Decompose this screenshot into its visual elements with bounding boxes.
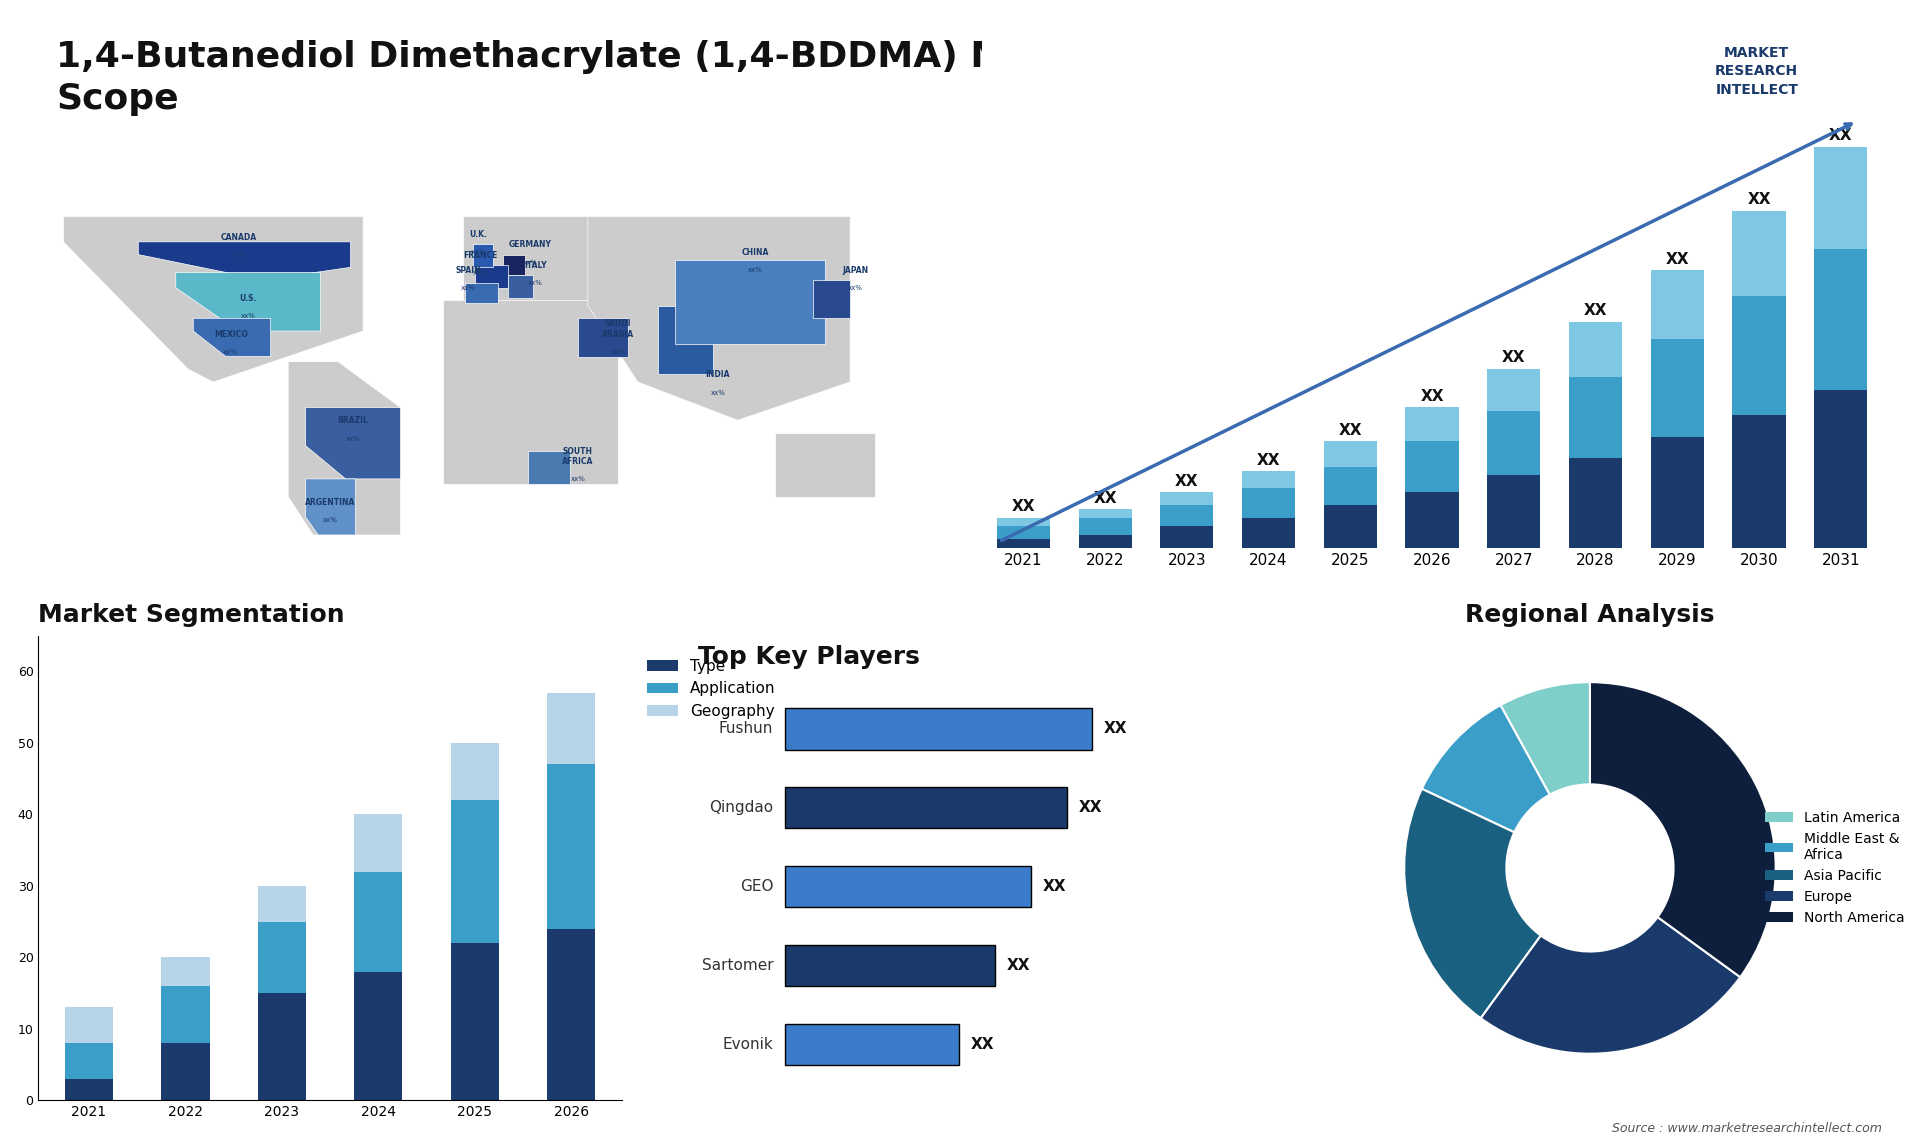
Text: Top Key Players: Top Key Players (697, 645, 920, 669)
Text: Market Segmentation: Market Segmentation (38, 603, 346, 627)
Bar (257, 921, 305, 992)
Bar (1651, 270, 1703, 339)
Text: XX: XX (1175, 473, 1198, 489)
Bar (1732, 211, 1786, 296)
Bar (1323, 505, 1377, 548)
Bar (257, 886, 305, 921)
Wedge shape (1590, 682, 1776, 978)
Text: XX: XX (1501, 351, 1526, 366)
Bar (1079, 535, 1131, 548)
Text: XX: XX (1043, 879, 1066, 894)
Text: 1,4-Butanediol Dimethacrylate (1,4-BDDMA) Market Size and
Scope: 1,4-Butanediol Dimethacrylate (1,4-BDDMA… (56, 39, 1300, 116)
Bar (65, 1043, 113, 1078)
Bar (1651, 437, 1703, 548)
Bar (1569, 322, 1622, 377)
Bar (1079, 509, 1131, 518)
Bar (1488, 369, 1540, 411)
Text: XX: XX (1079, 800, 1102, 815)
Text: XX: XX (1092, 490, 1117, 505)
Bar (547, 693, 595, 764)
FancyBboxPatch shape (785, 786, 1068, 829)
Bar (1160, 505, 1213, 526)
Text: MARKET
RESEARCH
INTELLECT: MARKET RESEARCH INTELLECT (1715, 46, 1799, 96)
Text: Qingdao: Qingdao (708, 800, 774, 815)
Bar (353, 871, 403, 972)
Bar (1242, 518, 1296, 548)
Bar (1079, 518, 1131, 535)
Bar (161, 1043, 209, 1100)
Bar (1814, 249, 1868, 390)
Text: XX: XX (1830, 128, 1853, 143)
Bar (1814, 147, 1868, 249)
Bar (353, 815, 403, 871)
Bar (1323, 441, 1377, 466)
Bar (257, 992, 305, 1100)
FancyBboxPatch shape (785, 1023, 958, 1066)
Text: Source : www.marketresearchintellect.com: Source : www.marketresearchintellect.com (1611, 1122, 1882, 1135)
Bar (996, 526, 1050, 539)
Text: XX: XX (1747, 193, 1770, 207)
Bar (547, 764, 595, 928)
FancyBboxPatch shape (785, 865, 1031, 908)
Text: XX: XX (1421, 388, 1444, 403)
Wedge shape (1404, 788, 1542, 1019)
Bar (1405, 493, 1459, 548)
Bar (451, 800, 499, 943)
Bar (1569, 377, 1622, 458)
Bar (1569, 458, 1622, 548)
Bar (1160, 526, 1213, 548)
Bar (547, 928, 595, 1100)
Title: Regional Analysis: Regional Analysis (1465, 603, 1715, 627)
Text: XX: XX (1258, 453, 1281, 468)
Text: XX: XX (1104, 721, 1127, 736)
Text: Sartomer: Sartomer (701, 958, 774, 973)
Bar (451, 743, 499, 800)
Bar (65, 1007, 113, 1043)
Bar (1242, 471, 1296, 488)
Legend: Latin America, Middle East &
Africa, Asia Pacific, Europe, North America: Latin America, Middle East & Africa, Asi… (1759, 806, 1910, 931)
Text: XX: XX (1012, 500, 1035, 515)
Bar (1323, 466, 1377, 505)
Bar (1160, 493, 1213, 505)
Wedge shape (1423, 705, 1549, 832)
Bar (1732, 296, 1786, 416)
Text: XX: XX (1584, 304, 1607, 319)
Text: GEO: GEO (739, 879, 774, 894)
FancyBboxPatch shape (785, 944, 995, 987)
Bar (451, 943, 499, 1100)
Bar (1732, 416, 1786, 548)
Bar (161, 957, 209, 986)
Bar (1488, 411, 1540, 476)
Text: Evonik: Evonik (722, 1037, 774, 1052)
Bar (161, 986, 209, 1043)
Text: XX: XX (1665, 252, 1690, 267)
Legend: Type, Application, Geography: Type, Application, Geography (641, 652, 781, 725)
Bar (1814, 390, 1868, 548)
Bar (1242, 488, 1296, 518)
Bar (353, 972, 403, 1100)
Bar (1405, 407, 1459, 441)
Bar (996, 518, 1050, 526)
Bar (1651, 339, 1703, 437)
Bar (996, 539, 1050, 548)
Text: XX: XX (970, 1037, 995, 1052)
Wedge shape (1500, 682, 1590, 794)
Wedge shape (1480, 917, 1740, 1053)
Bar (1405, 441, 1459, 493)
Bar (1488, 476, 1540, 548)
Text: XX: XX (1338, 423, 1361, 438)
FancyBboxPatch shape (785, 708, 1092, 749)
Text: XX: XX (1006, 958, 1029, 973)
Bar (65, 1078, 113, 1100)
Text: Fushun: Fushun (718, 721, 774, 736)
